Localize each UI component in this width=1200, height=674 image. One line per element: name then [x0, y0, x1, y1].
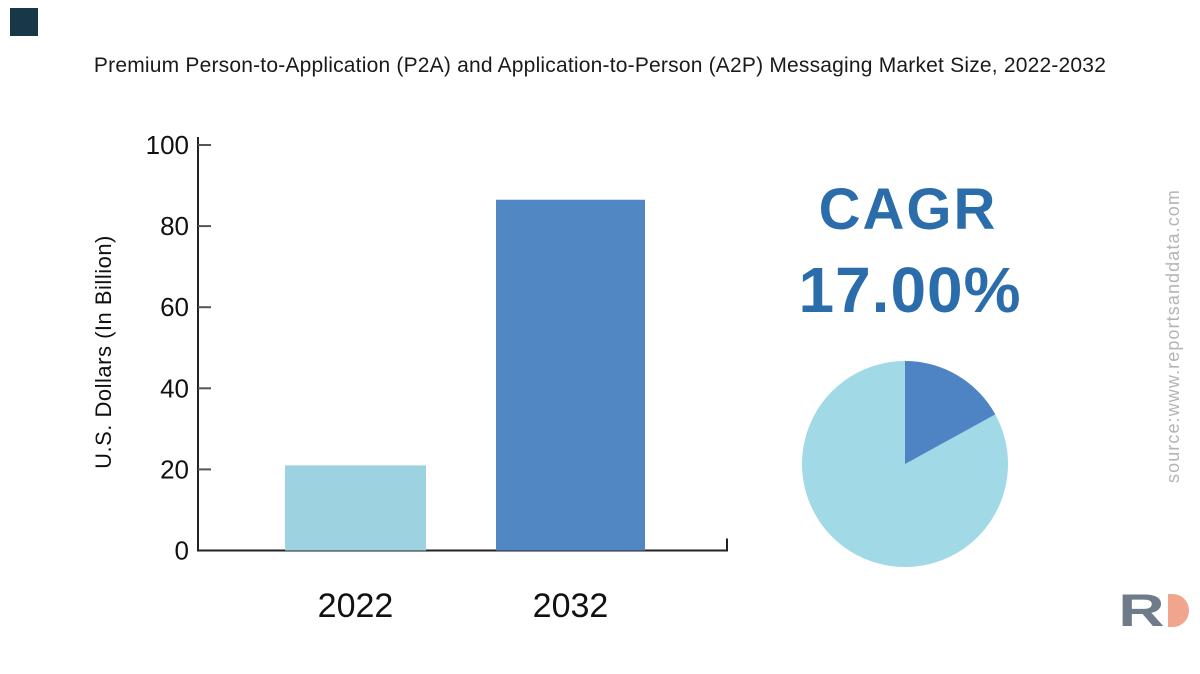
x-category-label: 2032 — [533, 587, 609, 625]
reportsanddata-logo: R — [1118, 591, 1189, 633]
logo-letter-r: R — [1118, 591, 1164, 633]
logo-letter-r-group: R — [1118, 591, 1164, 633]
cagr-label: CAGR — [818, 177, 998, 242]
cagr-value: 17.00% — [798, 254, 1022, 326]
y-tick-label: 100 — [146, 130, 189, 160]
bar-2022 — [285, 465, 426, 551]
bar-chart: 0 20 40 60 80 100 2022 2032 U.S. Dollars (In Bil… — [91, 130, 728, 625]
y-axis-title: U.S. Dollars (In Billion) — [91, 235, 116, 469]
bar-2032 — [496, 199, 645, 551]
x-category-label: 2022 — [318, 587, 394, 625]
source-watermark: source:www.reportsanddata.com — [1163, 188, 1183, 484]
y-tick-label: 60 — [160, 292, 189, 322]
cagr-pie-chart — [802, 361, 1008, 567]
pie-wedge-cagr — [905, 361, 996, 464]
y-tick-label: 80 — [160, 211, 189, 241]
brand-corner-square — [10, 8, 38, 36]
chart-title: Premium Person-to-Application (P2A) and … — [93, 54, 1107, 77]
axes-frame — [197, 137, 728, 552]
y-tick-label: 0 — [175, 536, 189, 566]
y-tick-label: 40 — [160, 373, 189, 403]
logo-letter-d-icon — [1168, 594, 1189, 627]
y-tick-label: 20 — [160, 454, 189, 484]
